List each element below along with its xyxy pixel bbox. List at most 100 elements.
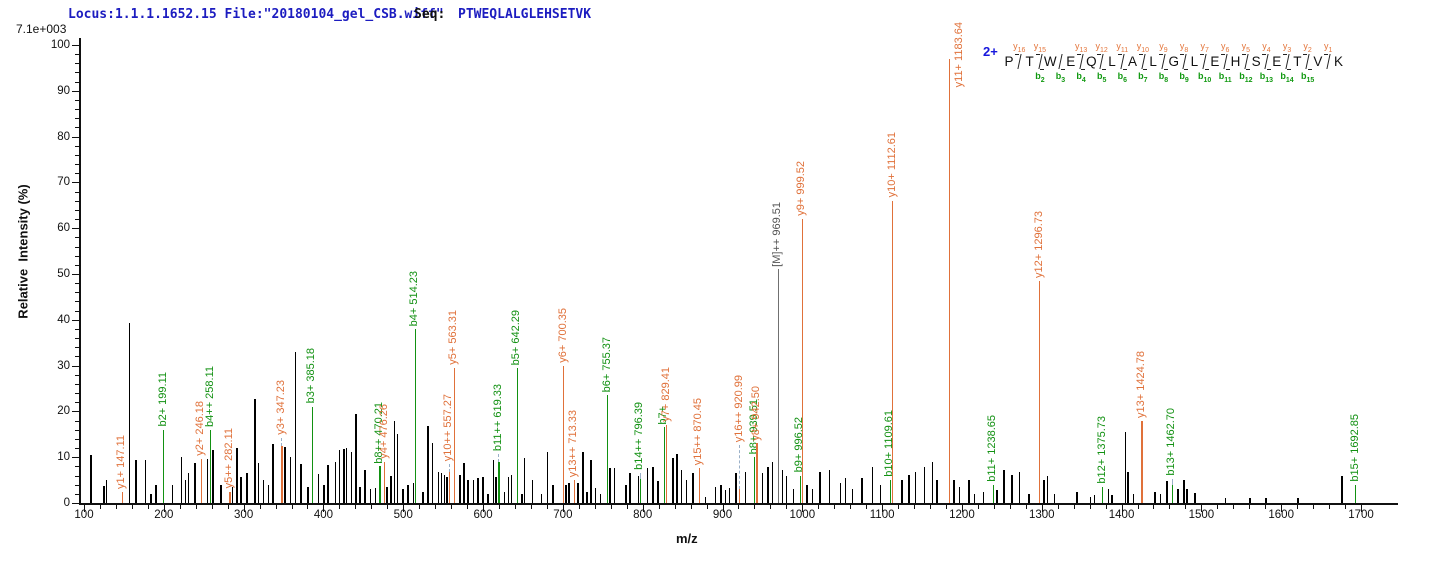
peak	[594, 488, 597, 503]
peak	[317, 474, 320, 503]
cleavage-site: y13 b4	[1075, 40, 1087, 84]
peak	[1011, 475, 1013, 503]
spectrum-plot-area: y1+ 147.11 b2+ 199.11 y2+ 246.18 b4++ 258.1…	[80, 22, 1400, 503]
x-tick	[690, 505, 692, 509]
y-tick	[75, 448, 79, 450]
b-ion-peak	[992, 484, 994, 503]
peak	[599, 493, 602, 503]
y-ion-peak	[756, 443, 758, 503]
x-tick	[211, 505, 213, 509]
y-tick	[75, 420, 79, 422]
peak	[1177, 489, 1179, 503]
b-ion-label: b13+ 1462.70	[1165, 408, 1178, 476]
b-ion-tag: b15	[1300, 71, 1315, 84]
y-tick-label: 0	[63, 497, 70, 509]
x-tick	[914, 505, 916, 509]
x-tick	[1137, 505, 1139, 509]
x-tick	[1073, 505, 1075, 509]
peak	[412, 483, 415, 503]
residue-letter: Q	[1086, 54, 1097, 69]
y-tick	[75, 72, 79, 74]
y-tick	[75, 328, 79, 330]
y-ion-tag: y7	[1200, 41, 1209, 54]
b-ion-tag: b5	[1096, 71, 1107, 84]
x-tick	[850, 505, 852, 509]
fragment-divider-icon	[1097, 53, 1106, 70]
residue-letter: W	[1043, 54, 1057, 69]
y-ion-label: y5+ 563.31	[447, 310, 460, 365]
residue-letter: G	[1168, 54, 1179, 69]
peak	[1127, 471, 1129, 503]
y-ion-label: y16++ 920.99	[732, 374, 745, 443]
y-tick	[75, 301, 79, 303]
b-ion-label: b4++ 258.11	[203, 365, 216, 427]
peak	[467, 480, 469, 503]
b-ion-peak	[799, 475, 801, 503]
y-tick	[75, 393, 79, 395]
y-tick	[75, 200, 79, 202]
residue-letter: S	[1251, 54, 1261, 69]
x-tick	[993, 505, 995, 509]
y-ion-tag: y9	[1159, 41, 1168, 54]
x-tick-label: 500	[393, 509, 413, 521]
x-tick	[1153, 505, 1155, 509]
peak	[307, 486, 309, 503]
peak	[879, 485, 882, 503]
x-tick	[371, 505, 373, 509]
peak	[901, 480, 903, 503]
x-tick	[243, 505, 245, 512]
residue-letter: V	[1313, 54, 1323, 69]
residue: E	[1271, 40, 1283, 70]
peak	[220, 484, 222, 503]
peak	[323, 485, 325, 503]
b-ion-peak	[663, 427, 666, 503]
peak	[685, 480, 688, 503]
b-ion-label: b2+ 199.11	[156, 372, 169, 427]
y-ion-tag: y2	[1303, 41, 1312, 54]
peak	[300, 463, 302, 503]
b-ion-tag: b7	[1138, 71, 1148, 84]
cleavage-site: y3 b14	[1280, 40, 1293, 84]
peak	[374, 488, 377, 503]
x-tick-label: 300	[234, 509, 254, 521]
peak	[781, 470, 784, 503]
y-tick	[72, 319, 79, 321]
peak	[289, 456, 292, 503]
peak	[923, 466, 926, 503]
fragment-divider-icon	[1241, 53, 1251, 70]
peak	[180, 456, 183, 503]
peak	[463, 463, 465, 503]
residue: G	[1168, 40, 1180, 70]
residue: A	[1127, 40, 1139, 70]
x-tick	[1009, 505, 1011, 509]
peak	[1003, 470, 1005, 503]
y-tick	[72, 182, 79, 184]
x-tick-label: 1500	[1188, 509, 1215, 521]
peak	[531, 480, 534, 503]
peak	[811, 489, 814, 503]
b-ion-tag: b13	[1259, 71, 1274, 84]
x-tick-label: 700	[553, 509, 573, 521]
y-tick	[75, 219, 79, 221]
y-tick-label: 60	[57, 222, 70, 235]
b-ion-tag: b2	[1035, 71, 1045, 84]
peak	[958, 486, 961, 503]
y-ion-peak	[563, 365, 565, 503]
peak	[1249, 498, 1251, 503]
fragment-divider-icon	[1159, 53, 1168, 70]
peak	[1183, 480, 1185, 503]
peak	[284, 446, 286, 503]
y-tick	[72, 90, 79, 92]
peak	[487, 493, 489, 503]
peak	[369, 489, 372, 503]
b-ion-peak	[607, 395, 609, 503]
y-ion-tag: y1	[1324, 41, 1333, 54]
fragment-divider-icon	[1035, 53, 1045, 70]
peak	[257, 463, 260, 503]
b-ion-label: b6+ 755.37	[600, 337, 613, 393]
x-tick	[451, 505, 453, 509]
fragment-divider-icon	[1262, 53, 1271, 70]
y-tick	[75, 63, 79, 65]
x-tick	[786, 505, 788, 509]
